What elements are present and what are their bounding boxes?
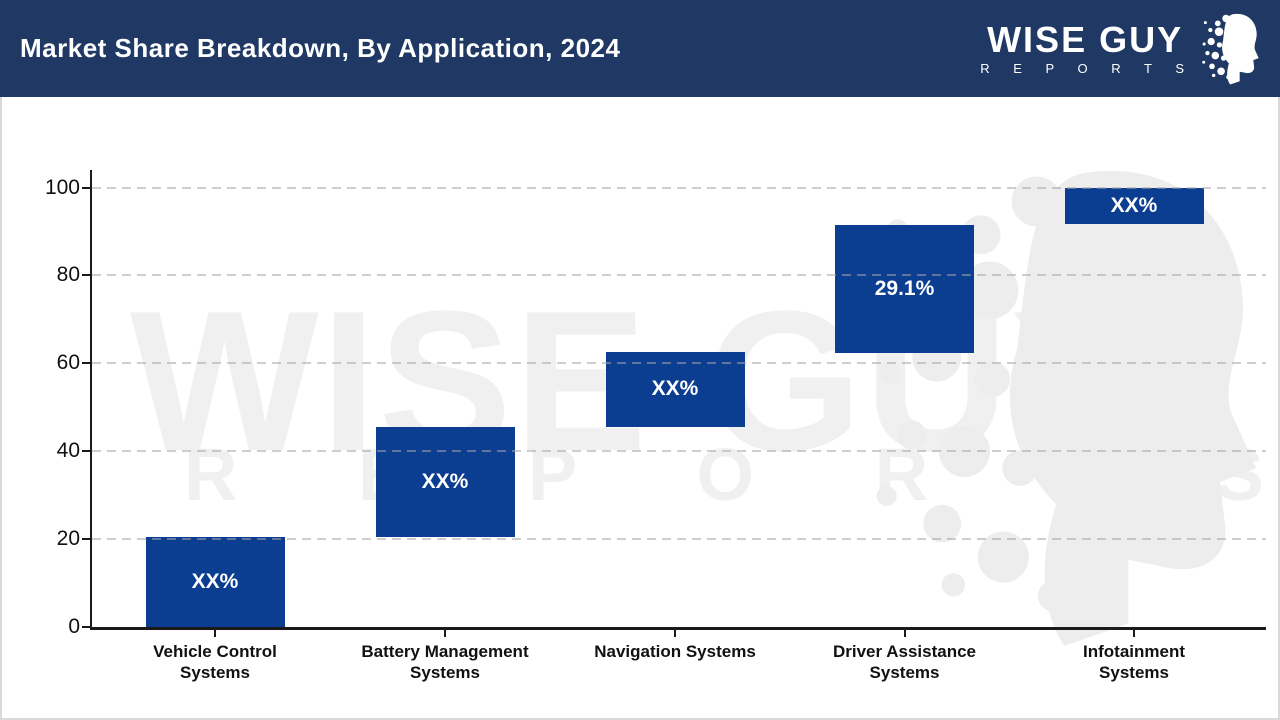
y-gridline	[92, 450, 1266, 453]
y-axis-tick-label: 40	[56, 439, 80, 463]
y-axis-tick	[82, 450, 90, 453]
brand-logo: WISE GUY R E P O R T S	[976, 11, 1262, 87]
brand-subtitle: R E P O R T S	[980, 61, 1194, 76]
bar-value-label: XX%	[191, 569, 239, 593]
x-axis-tick	[674, 630, 676, 637]
x-axis-tick	[1133, 630, 1135, 637]
chart-area: WISE GUY R E P O R T S 0 20 40 60 80 100 XX% Ve…	[0, 97, 1280, 720]
y-axis-tick-label: 60	[56, 351, 80, 375]
bar-value-label: XX%	[1110, 193, 1158, 217]
x-axis-category-label: Vehicle Control Systems	[153, 642, 277, 682]
x-axis-category-label: Infotainment Systems	[1083, 642, 1185, 682]
header-bar: Market Share Breakdown, By Application, …	[0, 0, 1280, 97]
y-gridline	[92, 362, 1266, 365]
y-axis-tick-label: 100	[44, 175, 80, 199]
waterfall-bar: XX%	[1064, 187, 1204, 225]
y-axis-tick-label: 80	[56, 263, 80, 287]
y-gridline	[92, 538, 1266, 541]
x-axis-tick	[903, 630, 906, 637]
y-gridline	[92, 274, 1266, 277]
bar-value-label: 29.1%	[874, 276, 935, 300]
y-axis-tick-label: 20	[56, 527, 80, 551]
x-axis-category-label: Battery Management Systems	[361, 642, 529, 682]
y-gridline	[92, 186, 1266, 189]
waterfall-bar: XX%	[605, 351, 745, 427]
x-axis-category-label: Navigation Systems	[594, 642, 756, 661]
y-axis-tick	[82, 274, 90, 277]
dotted-head-profile-icon	[1202, 13, 1259, 85]
brand-name: WISE GUY	[987, 19, 1184, 60]
waterfall-bar: XX%	[145, 536, 285, 627]
bar-value-label: XX%	[651, 377, 699, 401]
x-axis-category-label: Driver Assistance Systems	[832, 642, 976, 682]
y-axis-tick	[82, 538, 90, 541]
x-axis-tick	[214, 630, 216, 637]
y-axis-tick	[82, 362, 90, 365]
waterfall-bar: 29.1%	[835, 224, 974, 353]
bar-value-label: XX%	[421, 469, 469, 493]
y-axis-tick-label: 0	[68, 615, 80, 638]
x-axis-tick	[444, 630, 446, 637]
y-axis-tick	[82, 626, 90, 628]
brand-logo-text: WISE GUY R E P O R T S	[976, 19, 1194, 76]
waterfall-bar: XX%	[375, 426, 515, 538]
y-axis-tick	[82, 186, 90, 189]
page-title: Market Share Breakdown, By Application, …	[20, 33, 621, 63]
plot-area: 0 20 40 60 80 100 XX% Vehicle Control Systems XX…	[45, 170, 1266, 682]
